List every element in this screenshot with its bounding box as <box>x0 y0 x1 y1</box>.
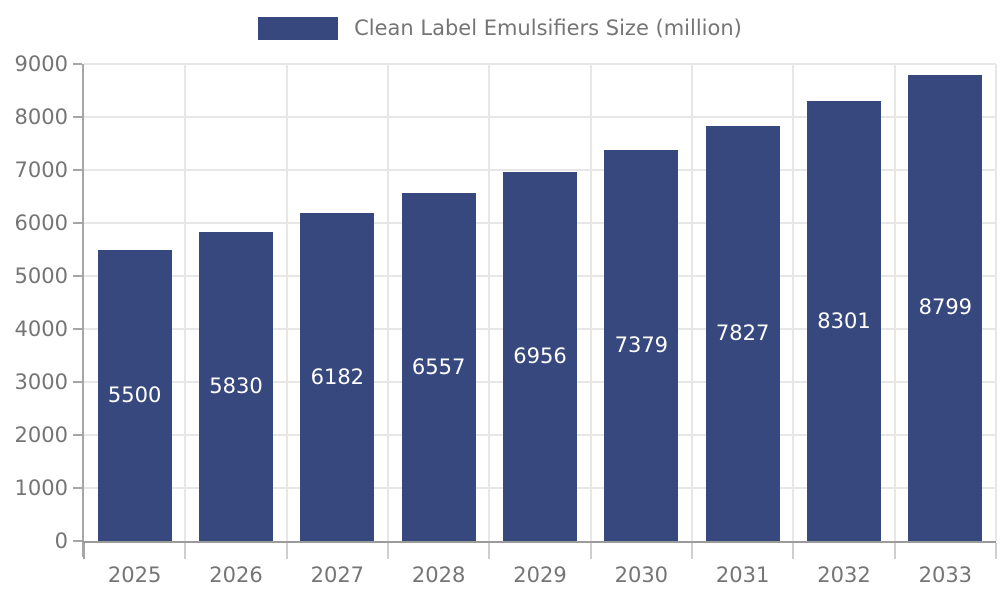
y-axis-tick-label: 2000 <box>14 423 68 447</box>
bar-value-label: 6956 <box>513 344 567 369</box>
gridline-vertical <box>792 64 795 541</box>
bar-value-label: 7379 <box>614 332 669 357</box>
gridline-vertical <box>285 64 288 541</box>
gridline-vertical <box>589 64 592 541</box>
y-axis-tick-label: 3000 <box>14 370 68 394</box>
y-axis-tick <box>73 169 82 171</box>
y-axis-tick-label: 8000 <box>14 105 68 129</box>
bar-value-label: 7827 <box>715 321 770 346</box>
y-axis-tick-label: 7000 <box>14 158 68 182</box>
bar-value-label: 8301 <box>817 308 871 333</box>
gridline-vertical <box>691 64 693 541</box>
bar-value-label: 5500 <box>107 382 162 407</box>
x-axis-tick <box>387 543 389 559</box>
x-axis-tick <box>893 543 896 559</box>
x-axis-tick-label: 2026 <box>209 563 263 587</box>
legend: Clean Label Emulsifiers Size (million) <box>0 16 1000 40</box>
bar: 8799 <box>908 74 983 541</box>
y-axis-tick <box>73 381 82 383</box>
bar: 5830 <box>199 232 273 541</box>
bar-value-label: 8799 <box>918 295 973 320</box>
y-axis-tick <box>73 540 82 542</box>
x-axis-tick <box>792 543 795 559</box>
gridline-horizontal <box>84 116 996 118</box>
x-axis-tick <box>488 543 491 559</box>
y-axis-tick-label: 9000 <box>14 52 68 76</box>
gridline-vertical <box>184 64 187 541</box>
x-axis-tick <box>995 543 997 559</box>
gridline-vertical <box>995 64 997 541</box>
bar-value-label: 6182 <box>310 364 365 389</box>
gridline-horizontal <box>84 63 996 65</box>
bar: 5500 <box>97 249 172 541</box>
legend-swatch <box>258 16 339 40</box>
y-axis-line <box>82 64 84 557</box>
bar: 6557 <box>401 193 476 541</box>
y-axis-tick <box>73 328 82 330</box>
gridline-vertical <box>488 64 491 541</box>
y-axis-tick <box>73 116 82 118</box>
bar: 6956 <box>503 172 577 541</box>
y-axis-tick <box>73 275 82 277</box>
y-axis-tick <box>73 63 82 65</box>
gridline-vertical <box>387 64 389 541</box>
x-axis-tick-label: 2030 <box>614 563 669 587</box>
x-axis-tick-label: 2027 <box>310 563 365 587</box>
x-axis-tick-label: 2025 <box>107 563 162 587</box>
x-axis-tick <box>184 543 187 559</box>
y-axis-tick-label: 4000 <box>14 317 68 341</box>
x-axis-tick-label: 2029 <box>513 563 567 587</box>
x-axis-tick <box>285 543 288 559</box>
y-axis-tick <box>73 222 82 224</box>
y-axis-tick-label: 0 <box>54 529 68 553</box>
bar: 7827 <box>705 126 780 541</box>
y-axis-tick-label: 5000 <box>14 264 68 288</box>
x-axis-tick-label: 2033 <box>918 563 973 587</box>
y-axis-tick <box>73 487 82 489</box>
gridline-vertical <box>893 64 896 541</box>
bar: 8301 <box>807 101 881 541</box>
y-axis-tick <box>73 434 82 436</box>
x-axis-tick-label: 2031 <box>715 563 770 587</box>
gridline-horizontal <box>84 169 996 171</box>
bar-value-label: 6557 <box>411 354 466 379</box>
y-axis-tick-label: 1000 <box>14 476 68 500</box>
bar: 6182 <box>300 213 375 541</box>
plot-area: 5500 5830 6182 6557 6956 7379 7827 8301 8799 <box>84 63 997 541</box>
x-axis-tick <box>589 543 592 559</box>
x-axis-tick-label: 2028 <box>411 563 466 587</box>
x-axis-tick-label: 2032 <box>817 563 871 587</box>
legend-label: Clean Label Emulsifiers Size (million) <box>354 16 742 40</box>
bar-value-label: 5830 <box>209 374 263 398</box>
y-axis-tick-label: 6000 <box>14 211 68 235</box>
x-axis-tick <box>691 543 693 559</box>
x-axis-tick <box>83 543 85 559</box>
bar: 7379 <box>604 149 679 541</box>
x-axis-line <box>82 541 996 543</box>
